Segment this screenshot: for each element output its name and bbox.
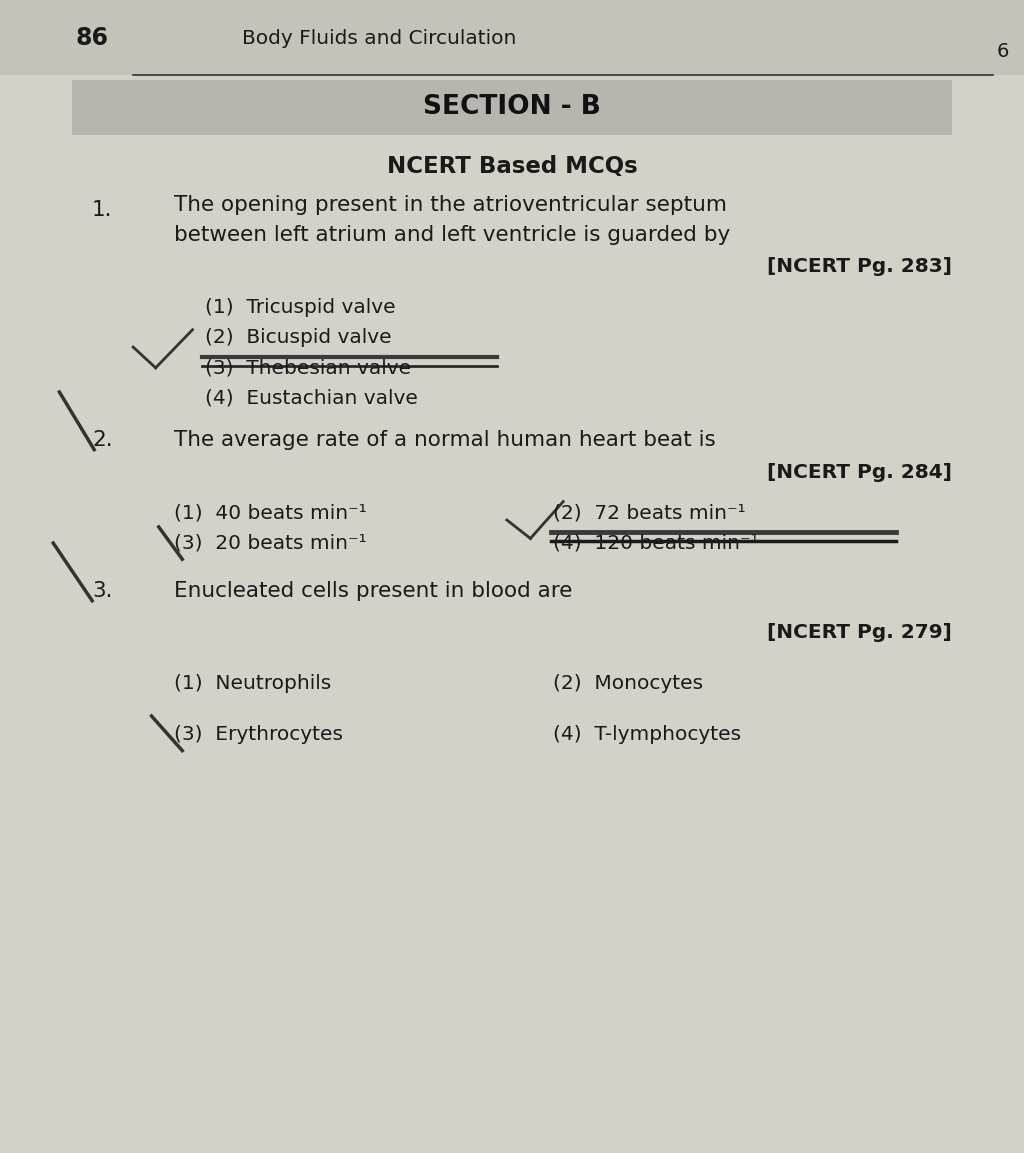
Text: [NCERT Pg. 284]: [NCERT Pg. 284]	[767, 464, 952, 482]
Text: (3)  Erythrocytes: (3) Erythrocytes	[174, 725, 343, 744]
Text: 86: 86	[76, 27, 109, 50]
Text: (3)  Thebesian valve: (3) Thebesian valve	[205, 359, 411, 377]
Text: (2)  Bicuspid valve: (2) Bicuspid valve	[205, 329, 391, 347]
Text: Enucleated cells present in blood are: Enucleated cells present in blood are	[174, 581, 572, 602]
Text: (1)  Neutrophils: (1) Neutrophils	[174, 675, 332, 693]
Text: [NCERT Pg. 283]: [NCERT Pg. 283]	[767, 257, 952, 276]
Text: [NCERT Pg. 279]: [NCERT Pg. 279]	[767, 624, 952, 642]
Text: 3.: 3.	[92, 581, 113, 602]
Text: (3)  20 beats min⁻¹: (3) 20 beats min⁻¹	[174, 534, 367, 552]
FancyBboxPatch shape	[0, 0, 1024, 75]
Text: (4)  120 beats min⁻¹: (4) 120 beats min⁻¹	[553, 534, 759, 552]
Text: (2)  Monocytes: (2) Monocytes	[553, 675, 703, 693]
FancyBboxPatch shape	[72, 80, 952, 135]
Text: NCERT Based MCQs: NCERT Based MCQs	[387, 155, 637, 178]
Text: (4)  T-lymphocytes: (4) T-lymphocytes	[553, 725, 741, 744]
Text: 6: 6	[996, 43, 1009, 61]
Text: (2)  72 beats min⁻¹: (2) 72 beats min⁻¹	[553, 504, 745, 522]
Text: The average rate of a normal human heart beat is: The average rate of a normal human heart…	[174, 430, 716, 451]
Text: Body Fluids and Circulation: Body Fluids and Circulation	[242, 29, 516, 47]
Text: (1)  40 beats min⁻¹: (1) 40 beats min⁻¹	[174, 504, 367, 522]
Text: SECTION - B: SECTION - B	[423, 95, 601, 120]
Text: 1.: 1.	[92, 199, 113, 220]
Text: The opening present in the atrioventricular septum: The opening present in the atrioventricu…	[174, 195, 727, 216]
Text: between left atrium and left ventricle is guarded by: between left atrium and left ventricle i…	[174, 225, 730, 246]
Text: (1)  Tricuspid valve: (1) Tricuspid valve	[205, 299, 395, 317]
Text: 2.: 2.	[92, 430, 113, 451]
Text: (4)  Eustachian valve: (4) Eustachian valve	[205, 389, 418, 407]
